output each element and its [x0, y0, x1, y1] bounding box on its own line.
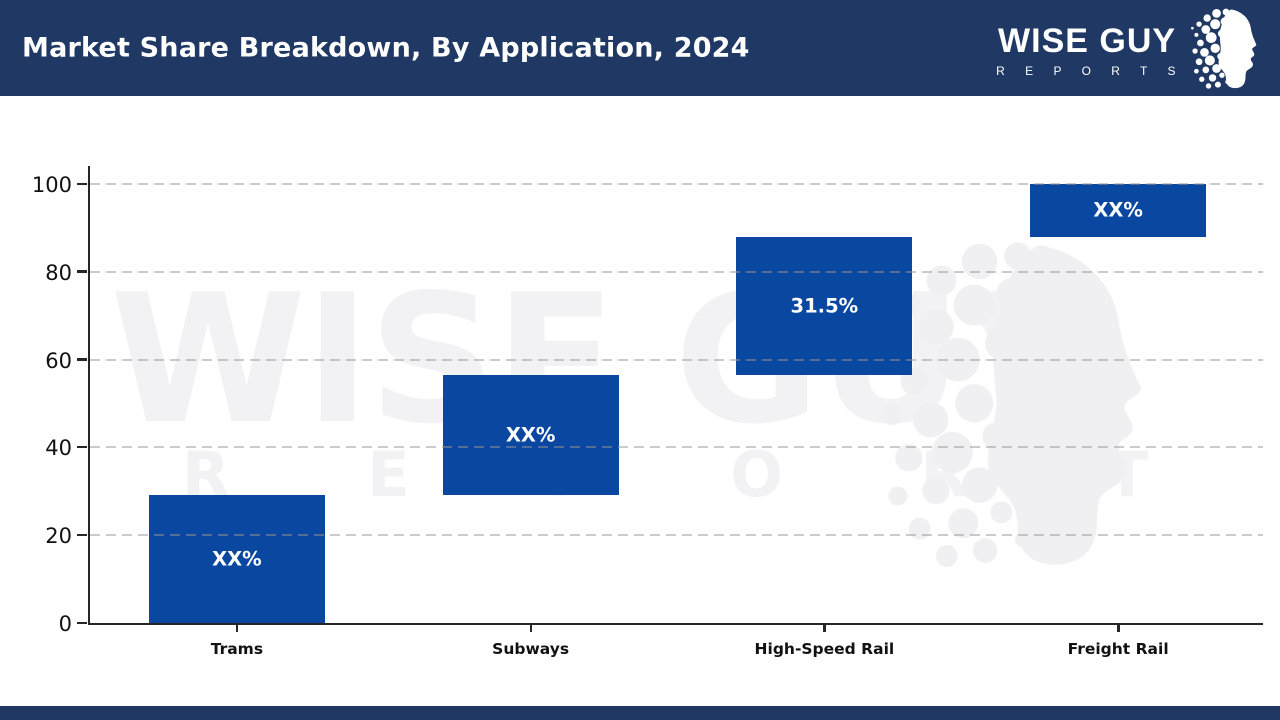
- chart-title: Market Share Breakdown, By Application, …: [22, 32, 750, 64]
- brand-logo-text: WISE GUY R E P O R T S: [990, 22, 1184, 78]
- x-tick-trams: [235, 623, 239, 632]
- gridline-80: [90, 270, 1263, 273]
- brand-logo: WISE GUY R E P O R T S: [996, 4, 1272, 92]
- bar-subways: [442, 374, 619, 495]
- x-label-subways: Subways: [492, 640, 570, 658]
- bar-value-high-speed-rail: 31.5%: [790, 294, 859, 318]
- bar-value-subways: XX%: [505, 423, 556, 447]
- y-tick-20: [77, 533, 87, 537]
- brand-subname: R E P O R T S: [996, 64, 1184, 78]
- chart-area: WISE GUY R E P O R T S 020406080100XX%Tr…: [0, 96, 1280, 706]
- gridline-20: [90, 534, 1263, 537]
- x-label-freight-rail: Freight Rail: [1067, 640, 1169, 658]
- bar-high-speed-rail: [736, 236, 913, 375]
- gridline-40: [90, 446, 1263, 449]
- brand-face-icon: [1191, 8, 1257, 89]
- header-bar: Market Share Breakdown, By Application, …: [0, 0, 1280, 96]
- gridline-100: [90, 183, 1263, 185]
- brand-name: WISE GUY: [998, 22, 1177, 60]
- y-tick-label-80: 80: [45, 260, 72, 285]
- y-tick-label-40: 40: [45, 436, 72, 461]
- y-tick-40: [77, 445, 87, 449]
- x-label-trams: Trams: [210, 640, 264, 658]
- bar-value-trams: XX%: [212, 547, 262, 571]
- x-tick-high-speed-rail: [823, 623, 826, 632]
- footer-bar: [0, 706, 1280, 720]
- gridline-60: [90, 358, 1263, 361]
- x-tick-subways: [529, 623, 533, 632]
- bar-trams: [148, 494, 325, 623]
- x-tick-freight-rail: [1117, 623, 1120, 632]
- bar-freight-rail: [1030, 184, 1207, 237]
- y-tick-80: [77, 270, 87, 273]
- y-tick-label-0: 0: [58, 612, 72, 636]
- y-tick-60: [77, 358, 87, 361]
- y-tick-100: [77, 182, 87, 185]
- y-tick-label-20: 20: [45, 524, 72, 549]
- x-label-high-speed-rail: High-Speed Rail: [754, 640, 895, 658]
- plot-area: 0 20 40 60 80 100 XX% Trams XX% Subways 31.5% High-…: [32, 166, 1263, 658]
- y-tick-0: [77, 621, 87, 624]
- bar-value-freight-rail: XX%: [1093, 198, 1143, 222]
- y-tick-label-60: 60: [45, 348, 72, 373]
- y-tick-label-100: 100: [31, 173, 72, 197]
